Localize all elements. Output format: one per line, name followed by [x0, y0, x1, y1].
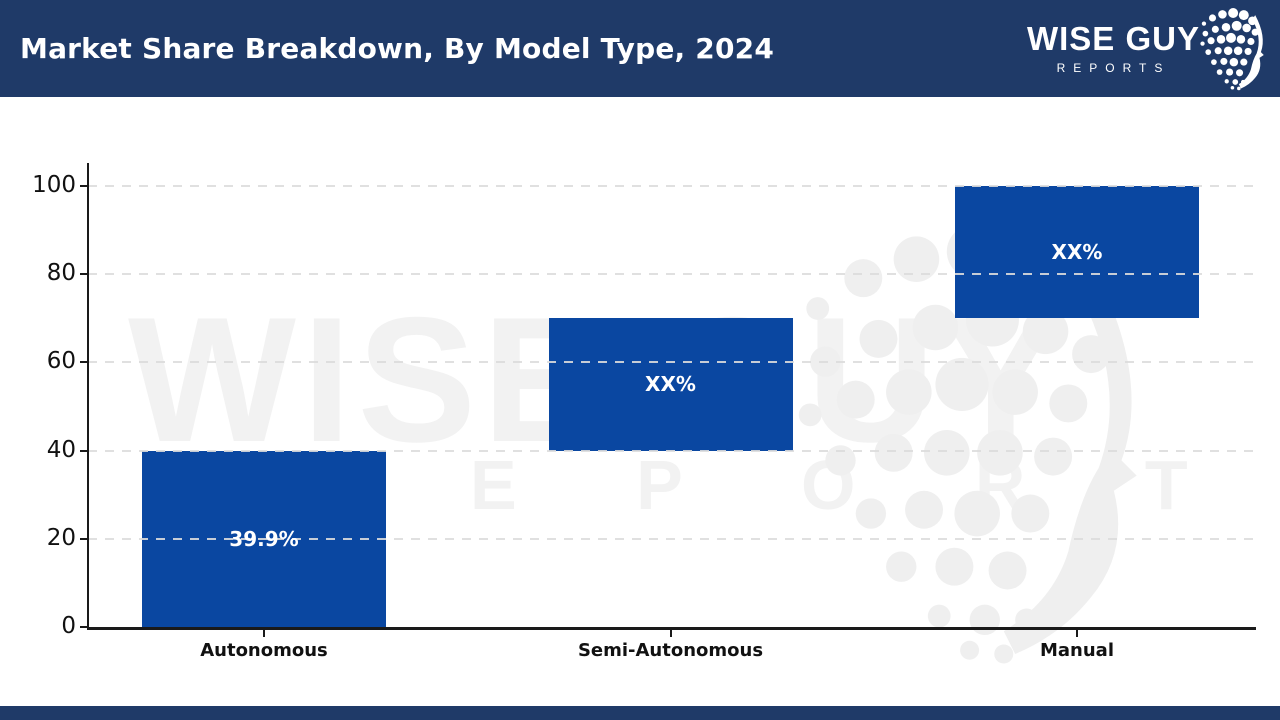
footer-bar	[0, 706, 1280, 720]
x-tick-mark-3	[1076, 630, 1078, 637]
category-label-semi-autonomous: Semi-Autonomous	[577, 640, 764, 661]
category-label-manual: Manual	[1039, 640, 1114, 661]
y-tick-label-100: 100	[32, 172, 76, 198]
y-tick-label-60: 60	[46, 348, 76, 375]
y-tick-mark-100	[80, 185, 87, 187]
dotted-head-icon	[1200, 8, 1264, 91]
x-tick-mark-2	[669, 630, 672, 637]
bar-value-label-3: XX%	[1051, 240, 1103, 265]
brand-logo-text: WISE GUY REPORTS	[1027, 20, 1200, 75]
bar-semi-autonomous	[548, 318, 793, 451]
gridline-80	[88, 273, 1256, 276]
bar-value-label-2: XX%	[645, 372, 696, 397]
y-tick-mark-80	[80, 273, 87, 276]
x-axis-line	[87, 627, 1256, 630]
category-label-autonomous: Autonomous	[200, 640, 328, 661]
y-tick-label-20: 20	[46, 524, 76, 551]
y-tick-mark-40	[80, 449, 87, 452]
y-tick-label-0: 0	[61, 613, 76, 639]
brand-subname: REPORTS	[1056, 61, 1171, 75]
bar-manual	[955, 186, 1199, 319]
chart-area: WISE GUY R E P O R T S 020406080100Auton…	[0, 97, 1280, 706]
bar-value-label-1: 39.9%	[229, 526, 299, 551]
x-tick-mark-1	[263, 630, 265, 637]
gridline-100	[88, 185, 1256, 187]
brand-logo: WISE GUY REPORTS	[1026, 6, 1266, 92]
y-tick-mark-60	[80, 361, 87, 364]
gridline-40	[88, 449, 1256, 452]
y-axis-line	[87, 163, 89, 630]
brand-name: WISE GUY	[1026, 20, 1200, 57]
header-bar: Market Share Breakdown, By Model Type, 2…	[0, 0, 1280, 97]
y-tick-label-40: 40	[46, 436, 76, 463]
y-tick-label-80: 80	[46, 260, 76, 287]
y-tick-mark-20	[80, 537, 87, 540]
gridline-60	[88, 361, 1256, 364]
y-tick-mark-0	[80, 626, 87, 628]
page-title: Market Share Breakdown, By Model Type, 2…	[20, 32, 775, 65]
gridline-20	[88, 537, 1256, 540]
